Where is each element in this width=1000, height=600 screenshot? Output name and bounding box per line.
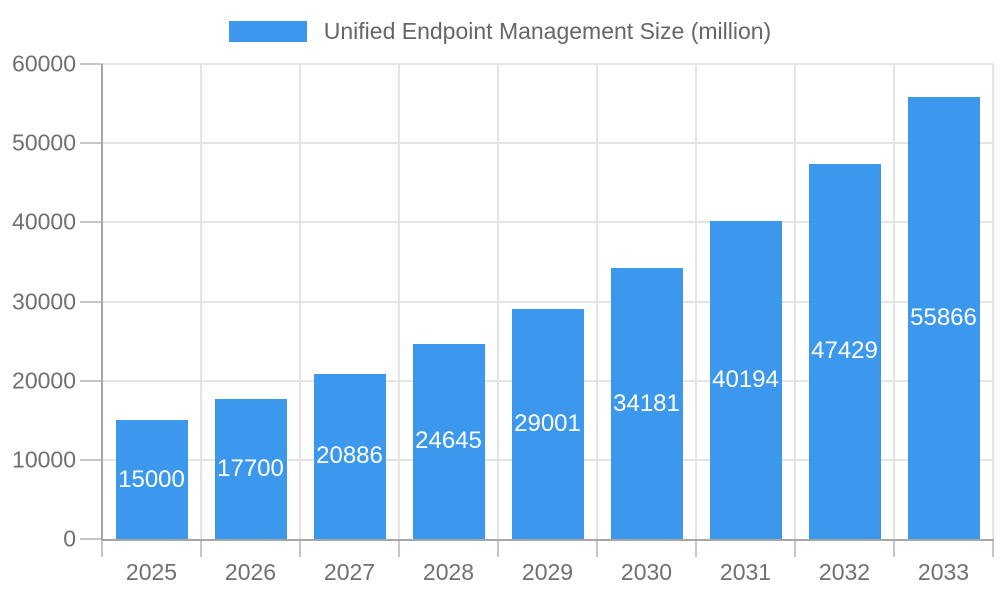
legend-label: Unified Endpoint Management Size (millio… <box>323 18 772 44</box>
y-axis-label: 60000 <box>12 50 76 77</box>
gridline-vertical <box>992 64 994 539</box>
bar-value-label: 34181 <box>613 389 680 417</box>
bar <box>115 420 188 539</box>
bar <box>907 96 980 539</box>
bar-value-label: 15000 <box>118 465 185 493</box>
gridline-vertical <box>596 64 598 539</box>
bar <box>808 163 881 539</box>
bar <box>610 268 683 539</box>
y-axis-tick <box>80 458 102 461</box>
x-axis-tick <box>200 539 202 557</box>
bar <box>313 373 386 539</box>
x-axis-label: 2031 <box>719 559 772 585</box>
gridline-vertical <box>794 64 796 539</box>
x-axis-tick <box>101 539 103 557</box>
bar-value-label: 55866 <box>910 303 977 331</box>
y-axis-tick <box>80 63 102 65</box>
bar <box>709 220 782 539</box>
bar-value-label: 29001 <box>514 410 581 438</box>
y-axis-tick <box>80 300 102 303</box>
y-axis-label: 20000 <box>12 367 76 394</box>
x-axis-label: 2030 <box>620 559 673 585</box>
y-axis-label: 10000 <box>12 446 76 473</box>
x-axis-label: 2032 <box>818 559 871 585</box>
y-axis-label: 50000 <box>12 129 76 156</box>
bar <box>412 343 485 539</box>
gridline-vertical <box>695 64 697 539</box>
x-axis-label: 2027 <box>323 559 376 585</box>
gridline-vertical <box>893 64 895 539</box>
bar <box>511 309 584 539</box>
y-axis-tick <box>80 379 102 382</box>
x-axis-tick <box>893 539 895 557</box>
bar-value-label: 20886 <box>316 442 383 470</box>
y-axis-label: 30000 <box>12 288 76 314</box>
y-axis-tick <box>80 538 102 540</box>
gridline-horizontal <box>102 63 993 65</box>
gridline-horizontal <box>102 300 993 303</box>
gridline-vertical <box>398 64 400 539</box>
bar-value-label: 40194 <box>712 365 779 393</box>
bar-value-label: 24645 <box>415 427 482 455</box>
x-axis-label: 2029 <box>521 559 574 585</box>
legend-item[interactable]: Unified Endpoint Management Size (millio… <box>0 20 1000 43</box>
x-axis-label: 2033 <box>917 559 970 585</box>
x-axis-tick <box>695 539 697 557</box>
x-axis-tick <box>992 539 994 557</box>
x-axis-line <box>101 539 994 541</box>
gridline-vertical <box>299 64 301 539</box>
gridline-vertical <box>200 64 202 539</box>
x-axis-label: 2028 <box>422 559 475 585</box>
gridline-horizontal <box>102 142 993 145</box>
gridline-horizontal <box>102 221 993 224</box>
bar <box>214 398 287 539</box>
bar-value-label: 17700 <box>217 454 284 482</box>
x-axis-tick <box>299 539 301 557</box>
legend-swatch-icon <box>228 21 307 42</box>
x-axis-label: 2025 <box>125 559 178 585</box>
y-axis-label: 0 <box>63 525 76 552</box>
y-axis-line <box>101 64 103 541</box>
x-axis-tick <box>497 539 499 557</box>
y-axis-label: 40000 <box>12 208 76 235</box>
x-axis-label: 2026 <box>224 559 277 585</box>
x-axis-tick <box>596 539 598 557</box>
gridline-vertical <box>497 64 499 539</box>
x-axis-tick <box>398 539 400 557</box>
bar-value-label: 47429 <box>811 337 878 365</box>
y-axis-tick <box>80 221 102 224</box>
y-axis-tick <box>80 142 102 145</box>
x-axis-tick <box>794 539 796 557</box>
